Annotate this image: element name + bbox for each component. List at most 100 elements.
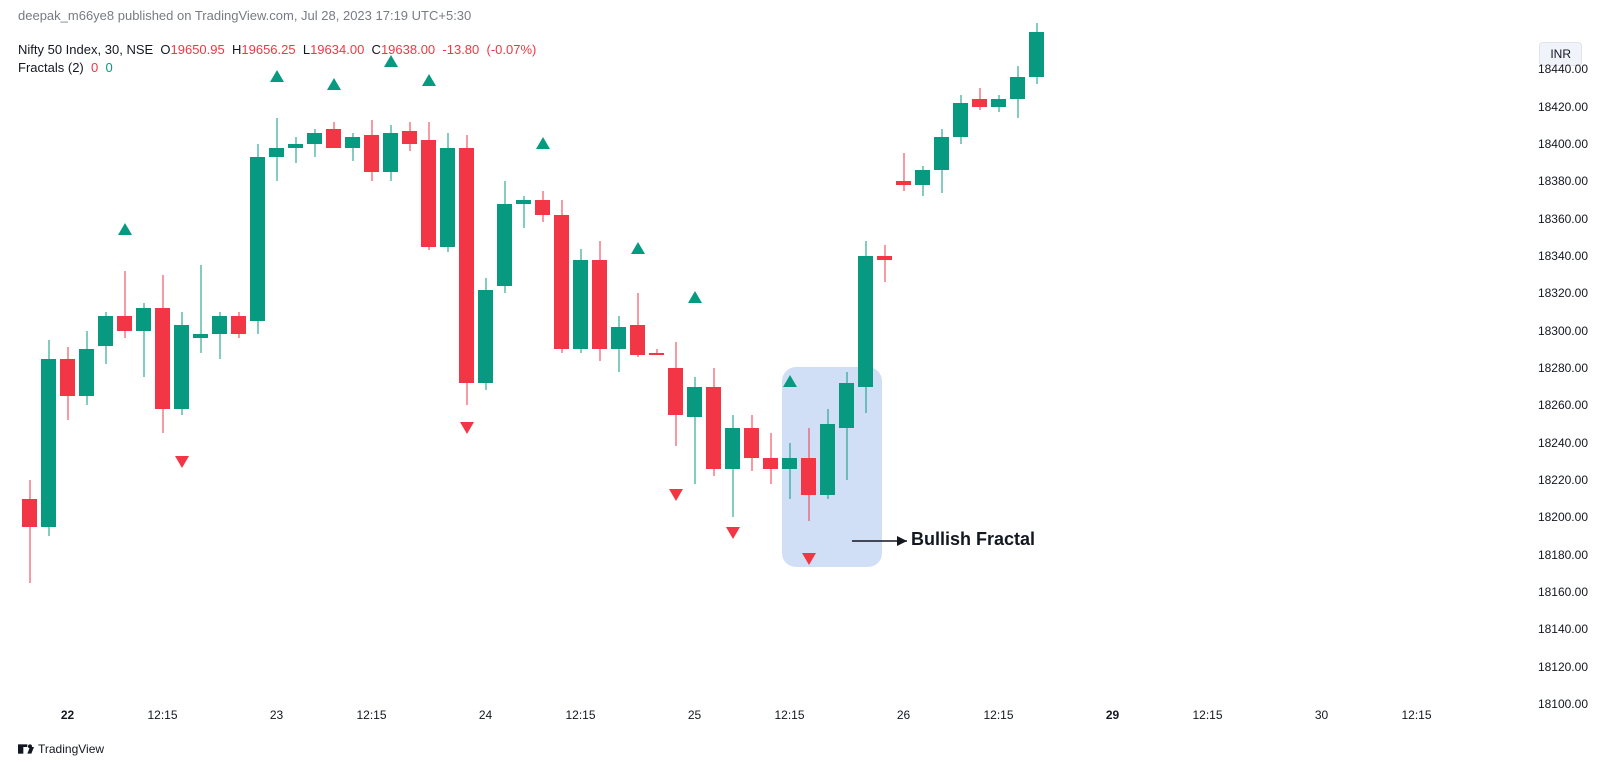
candle: [1029, 32, 1044, 704]
candle: [744, 32, 759, 704]
x-tick-label: 12:15: [356, 708, 386, 722]
candle: [611, 32, 626, 704]
candle: [478, 32, 493, 704]
x-tick-label: 12:15: [1192, 708, 1222, 722]
fractal-up-icon: [783, 375, 797, 387]
fractal-up-icon: [118, 223, 132, 235]
candle: [839, 32, 854, 704]
candle: [383, 32, 398, 704]
fractal-down-icon: [669, 489, 683, 501]
footer-branding: TradingView: [18, 742, 104, 756]
x-axis: 22 12:15 23 12:15 24 12:15 25 12:15 26 12:15 29 12:…: [12, 708, 1490, 728]
candle: [1010, 32, 1025, 704]
candle: [459, 32, 474, 704]
candle: [22, 32, 37, 704]
fractal-up-icon: [631, 242, 645, 254]
candle: [535, 32, 550, 704]
y-tick-label: 18120.00: [1538, 660, 1588, 674]
y-tick-label: 18360.00: [1538, 212, 1588, 226]
y-tick-label: 18380.00: [1538, 174, 1588, 188]
candle: [592, 32, 607, 704]
x-tick-label: 23: [270, 708, 283, 722]
candle: [307, 32, 322, 704]
candle: [421, 32, 436, 704]
candle: [516, 32, 531, 704]
y-axis: 18100.0018120.0018140.0018160.0018180.00…: [1493, 32, 1588, 704]
y-tick-label: 18420.00: [1538, 100, 1588, 114]
x-tick-label: 12:15: [983, 708, 1013, 722]
candle: [117, 32, 132, 704]
candle: [60, 32, 75, 704]
fractal-up-icon: [270, 70, 284, 82]
fractal-down-icon: [802, 553, 816, 565]
x-tick-label: 12:15: [147, 708, 177, 722]
candle: [98, 32, 113, 704]
y-tick-label: 18140.00: [1538, 622, 1588, 636]
x-tick-label: 26: [897, 708, 910, 722]
y-tick-label: 18240.00: [1538, 436, 1588, 450]
y-tick-label: 18260.00: [1538, 398, 1588, 412]
x-tick-label: 25: [688, 708, 701, 722]
y-tick-label: 18300.00: [1538, 324, 1588, 338]
candle: [668, 32, 683, 704]
fractal-down-icon: [460, 422, 474, 434]
candle: [326, 32, 341, 704]
candle: [402, 32, 417, 704]
candle: [915, 32, 930, 704]
candle: [953, 32, 968, 704]
x-tick-label: 30: [1315, 708, 1328, 722]
candle: [174, 32, 189, 704]
candle: [877, 32, 892, 704]
annotation-label: Bullish Fractal: [911, 529, 1035, 550]
candle: [269, 32, 284, 704]
tradingview-logo-icon: [18, 744, 34, 754]
y-tick-label: 18440.00: [1538, 62, 1588, 76]
fractal-up-icon: [422, 74, 436, 86]
fractal-up-icon: [384, 55, 398, 67]
candle: [649, 32, 664, 704]
y-tick-label: 18200.00: [1538, 510, 1588, 524]
x-tick-label: 29: [1106, 708, 1119, 722]
y-tick-label: 18220.00: [1538, 473, 1588, 487]
candle: [364, 32, 379, 704]
candle: [972, 32, 987, 704]
x-tick-label: 22: [61, 708, 74, 722]
candle: [288, 32, 303, 704]
fractal-down-icon: [726, 527, 740, 539]
candle: [934, 32, 949, 704]
candle: [554, 32, 569, 704]
chart-canvas[interactable]: Bullish Fractal: [12, 32, 1490, 704]
candle: [801, 32, 816, 704]
candle: [155, 32, 170, 704]
candle: [212, 32, 227, 704]
candle: [991, 32, 1006, 704]
x-tick-label: 12:15: [565, 708, 595, 722]
candle: [41, 32, 56, 704]
candle: [345, 32, 360, 704]
x-tick-label: 12:15: [774, 708, 804, 722]
publish-header: deepak_m66ye8 published on TradingView.c…: [18, 8, 471, 23]
candle: [497, 32, 512, 704]
candle: [763, 32, 778, 704]
x-tick-label: 24: [479, 708, 492, 722]
candle: [782, 32, 797, 704]
y-tick-label: 18320.00: [1538, 286, 1588, 300]
y-tick-label: 18180.00: [1538, 548, 1588, 562]
candle: [706, 32, 721, 704]
fractal-down-icon: [175, 456, 189, 468]
candle: [79, 32, 94, 704]
y-tick-label: 18400.00: [1538, 137, 1588, 151]
candle: [231, 32, 246, 704]
y-tick-label: 18100.00: [1538, 697, 1588, 711]
candle: [858, 32, 873, 704]
candle: [573, 32, 588, 704]
candle: [896, 32, 911, 704]
candle: [193, 32, 208, 704]
candle: [136, 32, 151, 704]
candle: [440, 32, 455, 704]
y-tick-label: 18340.00: [1538, 249, 1588, 263]
fractal-up-icon: [688, 291, 702, 303]
y-tick-label: 18160.00: [1538, 585, 1588, 599]
candle: [630, 32, 645, 704]
fractal-up-icon: [536, 137, 550, 149]
